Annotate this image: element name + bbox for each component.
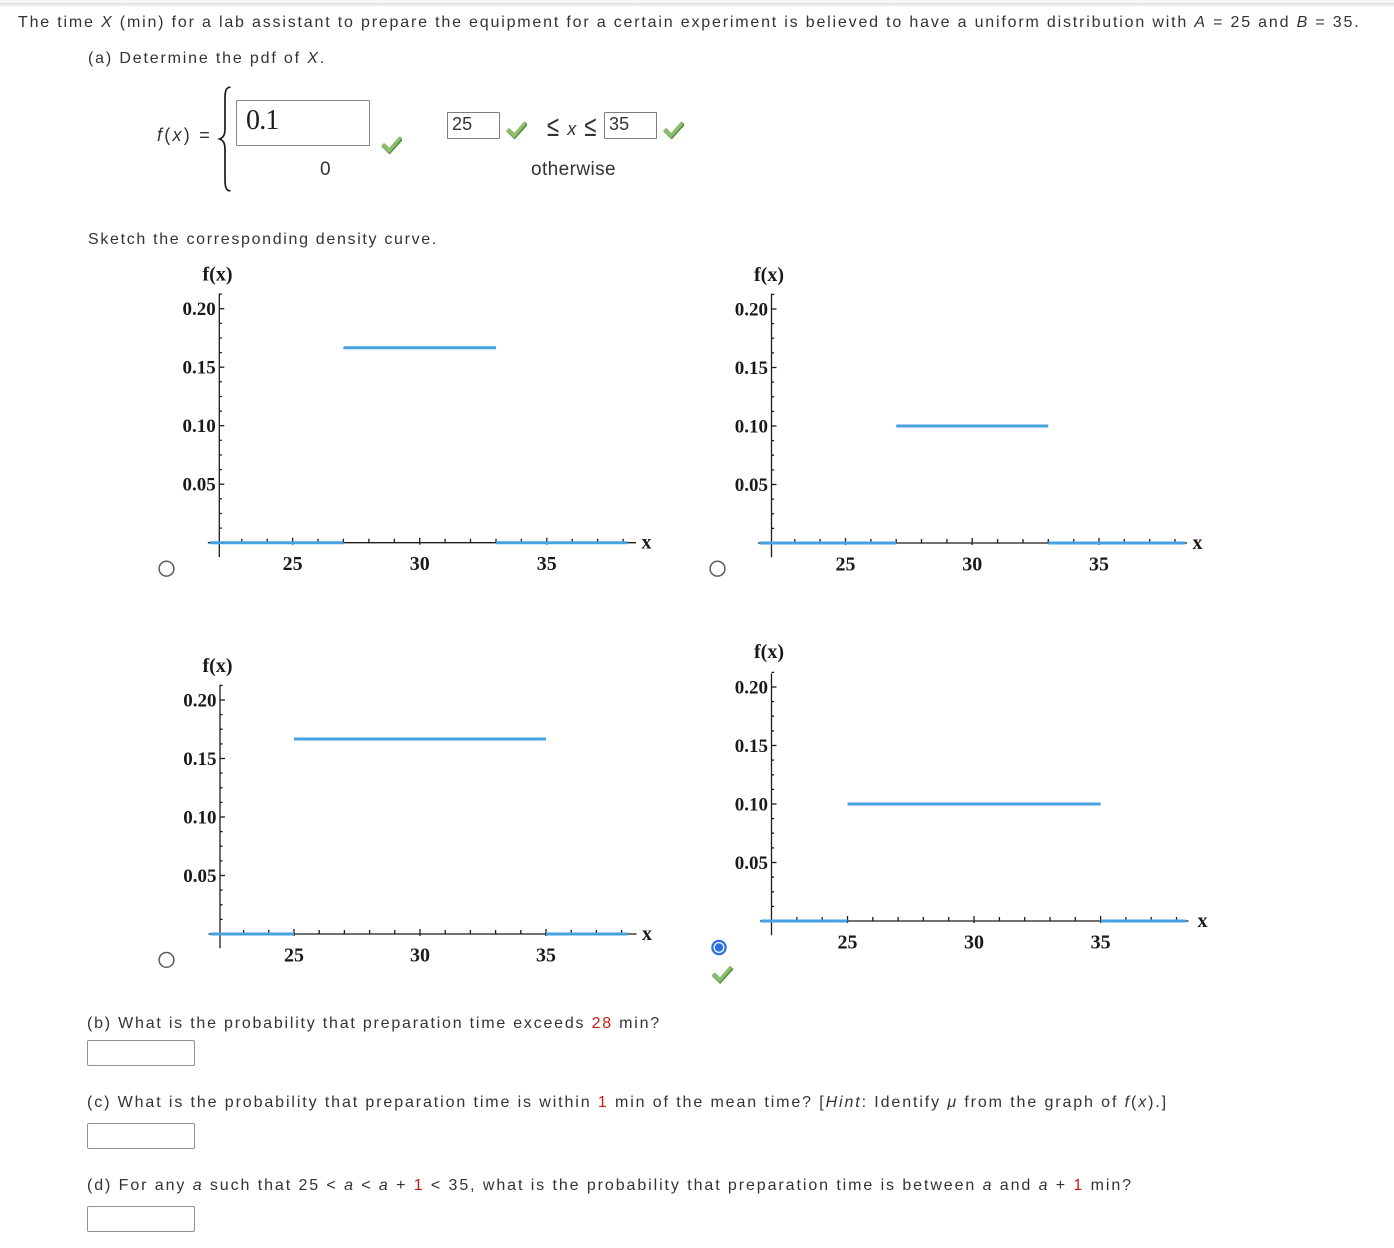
svg-text:0.10: 0.10 [735, 417, 768, 438]
svg-text:0.15: 0.15 [183, 358, 216, 379]
svg-text:x: x [1193, 532, 1203, 554]
svg-text:35: 35 [1089, 554, 1109, 576]
svg-text:0.05: 0.05 [183, 866, 216, 887]
svg-text:x: x [1198, 910, 1208, 932]
svg-text:0.05: 0.05 [735, 475, 768, 496]
svg-text:0.15: 0.15 [735, 736, 768, 757]
svg-text:0.20: 0.20 [735, 678, 768, 699]
svg-text:35: 35 [1091, 932, 1111, 954]
svg-text:x: x [642, 923, 652, 945]
svg-text:25: 25 [283, 553, 303, 575]
svg-text:f(x): f(x) [754, 264, 784, 286]
svg-text:35: 35 [536, 945, 556, 967]
svg-text:0.10: 0.10 [183, 416, 216, 437]
svg-text:30: 30 [964, 932, 984, 954]
svg-text:0.05: 0.05 [735, 853, 768, 874]
svg-text:30: 30 [410, 553, 430, 575]
svg-text:35: 35 [537, 553, 557, 575]
svg-text:25: 25 [838, 932, 858, 954]
svg-text:25: 25 [284, 945, 304, 967]
svg-text:30: 30 [962, 554, 982, 576]
svg-text:0.20: 0.20 [183, 299, 216, 320]
svg-text:30: 30 [410, 945, 430, 967]
svg-text:0.15: 0.15 [735, 358, 768, 379]
svg-text:0.20: 0.20 [735, 300, 768, 321]
svg-text:25: 25 [836, 554, 856, 576]
svg-text:0.15: 0.15 [183, 749, 216, 770]
svg-text:0.20: 0.20 [183, 691, 216, 712]
svg-text:x: x [642, 532, 652, 554]
svg-text:0.10: 0.10 [735, 795, 768, 816]
svg-text:f(x): f(x) [754, 641, 784, 663]
svg-text:0.05: 0.05 [183, 475, 216, 496]
svg-text:0.10: 0.10 [183, 808, 216, 829]
svg-text:f(x): f(x) [203, 264, 233, 286]
svg-text:f(x): f(x) [203, 655, 233, 677]
